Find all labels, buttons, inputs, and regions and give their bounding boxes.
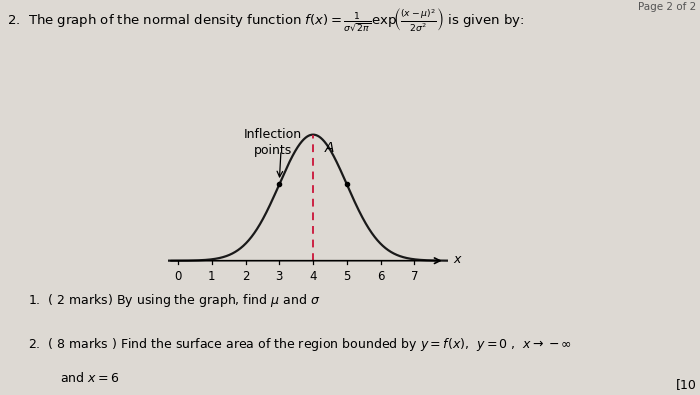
Text: [10: [10 (676, 378, 696, 391)
Text: 2: 2 (241, 270, 249, 283)
Text: 2.  The graph of the normal density function $f(x) = \frac{1}{\sigma\sqrt{2\pi}}: 2. The graph of the normal density funct… (7, 6, 524, 33)
Text: 7: 7 (410, 270, 418, 283)
Text: Inflection
points: Inflection points (244, 128, 302, 157)
Text: 1: 1 (208, 270, 216, 283)
Text: and $x = 6$: and $x = 6$ (60, 371, 119, 385)
Text: 6: 6 (377, 270, 384, 283)
Text: A: A (325, 141, 335, 155)
Text: 3: 3 (276, 270, 283, 283)
Text: 4: 4 (309, 270, 317, 283)
Text: 2.  ( 8 marks ) Find the surface area of the region bounded by $y = f(x)$,  $y =: 2. ( 8 marks ) Find the surface area of … (28, 336, 572, 353)
Text: 1.  ( 2 marks) By using the graph, find $\mu$ and $\sigma$: 1. ( 2 marks) By using the graph, find $… (28, 292, 321, 309)
Text: 5: 5 (343, 270, 351, 283)
Text: Page 2 of 2: Page 2 of 2 (638, 2, 696, 12)
Text: 0: 0 (174, 270, 182, 283)
Text: x: x (453, 253, 461, 266)
